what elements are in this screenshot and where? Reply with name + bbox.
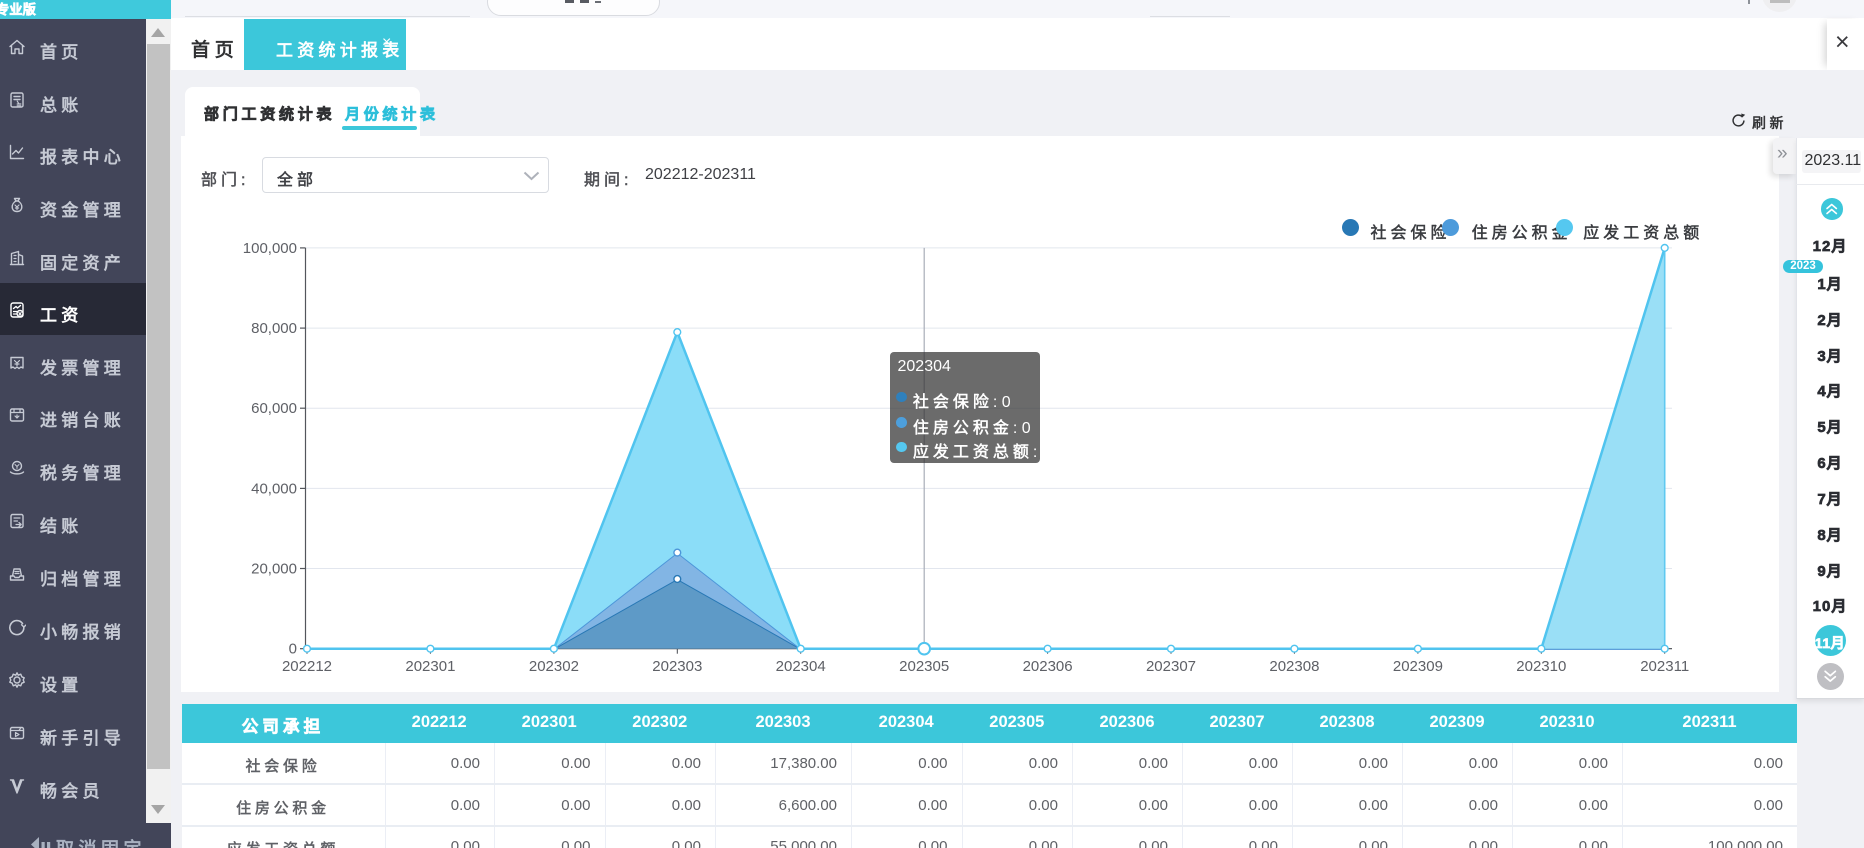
svg-text:202305: 202305 xyxy=(899,658,949,675)
svg-text:202310: 202310 xyxy=(1516,658,1566,675)
svg-text:202308: 202308 xyxy=(1269,658,1319,675)
svg-text:80,000: 80,000 xyxy=(251,320,297,337)
svg-text:202306: 202306 xyxy=(1023,658,1073,675)
svg-text:202309: 202309 xyxy=(1393,658,1443,675)
svg-text:20,000: 20,000 xyxy=(251,561,297,578)
svg-text:60,000: 60,000 xyxy=(251,400,297,417)
svg-text:202311: 202311 xyxy=(1640,658,1689,675)
svg-text:202212: 202212 xyxy=(282,658,332,675)
svg-text:202303: 202303 xyxy=(652,658,702,675)
svg-text:202302: 202302 xyxy=(529,658,579,675)
svg-text:40,000: 40,000 xyxy=(251,480,297,497)
svg-text:202301: 202301 xyxy=(405,658,455,675)
svg-text:0: 0 xyxy=(289,641,297,658)
svg-text:100,000: 100,000 xyxy=(243,240,297,257)
svg-text:202307: 202307 xyxy=(1146,658,1196,675)
svg-text:202304: 202304 xyxy=(776,658,826,675)
